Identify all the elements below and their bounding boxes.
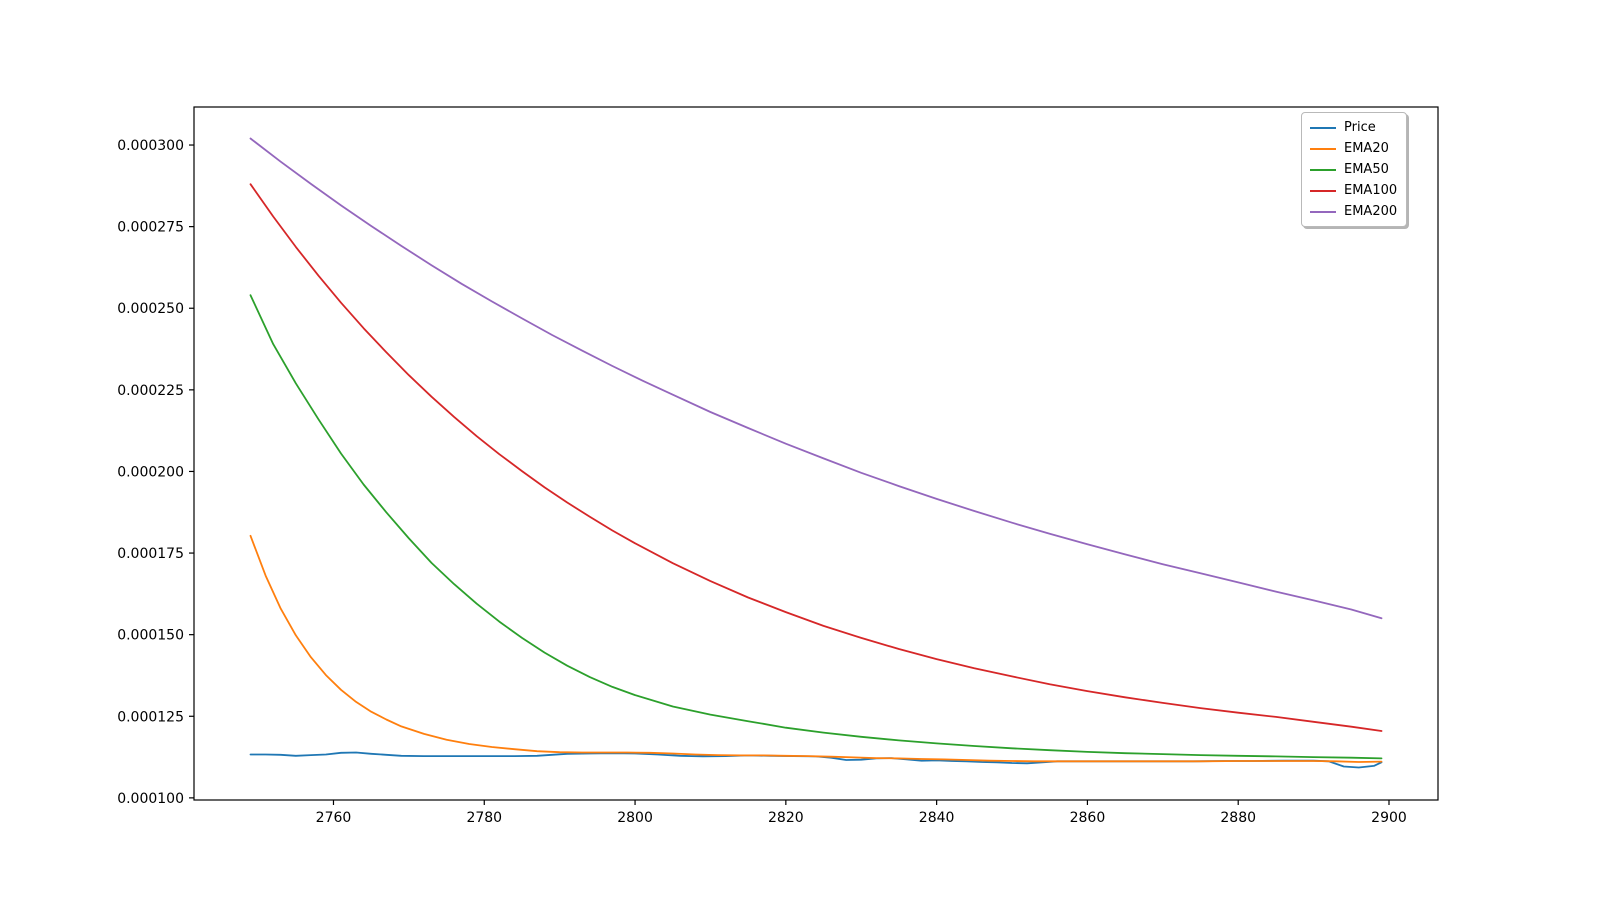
x-tick-label: 2820 [768, 810, 804, 826]
legend-label: EMA200 [1344, 204, 1398, 219]
legend-line-swatch-icon [1310, 210, 1336, 213]
y-tick-label: 0.000175 [117, 546, 184, 562]
legend-item-ema200: EMA200 [1310, 203, 1397, 220]
y-tick-label: 0.000150 [117, 628, 184, 644]
axes-frame [193, 106, 1439, 801]
y-tick-label: 0.000200 [117, 464, 184, 480]
x-tick-label: 2880 [1220, 810, 1256, 826]
legend-item-price: Price [1310, 119, 1397, 136]
legend-label: EMA50 [1344, 162, 1389, 177]
x-tick-label: 2900 [1371, 810, 1407, 826]
legend-label: EMA20 [1344, 141, 1389, 156]
legend-line-swatch-icon [1310, 168, 1336, 171]
legend-label: EMA100 [1344, 183, 1398, 198]
legend-label: Price [1344, 120, 1376, 135]
x-tick-label: 2760 [316, 810, 352, 826]
legend-line-swatch-icon [1310, 147, 1336, 150]
legend-line-swatch-icon [1310, 189, 1336, 192]
x-tick-label: 2780 [466, 810, 502, 826]
legend-line-swatch-icon [1310, 126, 1336, 129]
legend-item-ema50: EMA50 [1310, 161, 1397, 178]
y-tick-label: 0.000225 [117, 383, 184, 399]
y-tick-label: 0.000275 [117, 220, 184, 236]
series-line-ema50 [249, 294, 1383, 760]
y-tick-label: 0.000125 [117, 709, 184, 725]
legend-item-ema20: EMA20 [1310, 140, 1397, 157]
series-line-ema100 [249, 183, 1383, 732]
y-tick-label: 0.000100 [117, 791, 184, 807]
legend: Price EMA20 EMA50 EMA100 EMA200 [1301, 112, 1408, 227]
series-line-ema200 [249, 137, 1383, 620]
x-tick-label: 2860 [1070, 810, 1106, 826]
legend-item-ema100: EMA100 [1310, 182, 1397, 199]
series-line-ema20 [249, 534, 1383, 763]
x-tick-label: 2840 [919, 810, 955, 826]
y-tick-label: 0.000250 [117, 301, 184, 317]
x-tick-label: 2800 [617, 810, 653, 826]
y-tick-label: 0.000300 [117, 138, 184, 154]
